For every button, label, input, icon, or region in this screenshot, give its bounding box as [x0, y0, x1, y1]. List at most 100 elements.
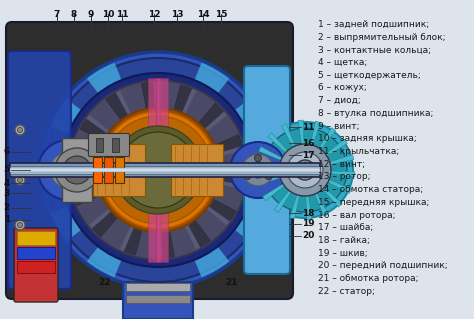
Circle shape [18, 177, 22, 182]
Text: 17: 17 [302, 151, 315, 160]
Wedge shape [87, 170, 158, 278]
Text: 14 – обмотка статора;: 14 – обмотка статора; [318, 185, 423, 194]
Circle shape [263, 128, 347, 212]
Wedge shape [158, 170, 229, 278]
Bar [93, 157, 102, 183]
Wedge shape [305, 139, 347, 170]
Wedge shape [116, 91, 158, 170]
Circle shape [46, 58, 270, 282]
Circle shape [96, 108, 220, 232]
Wedge shape [87, 63, 158, 170]
Bar [171, 174, 223, 196]
Text: 17 – шайба;: 17 – шайба; [318, 223, 373, 232]
Wedge shape [158, 170, 245, 190]
Text: 9 – винт;: 9 – винт; [318, 122, 359, 130]
Wedge shape [158, 170, 174, 258]
Wedge shape [158, 85, 192, 170]
Wedge shape [259, 146, 305, 170]
Circle shape [15, 125, 25, 135]
Wedge shape [71, 150, 158, 170]
FancyBboxPatch shape [244, 66, 290, 274]
Text: 21 – обмотка ротора;: 21 – обмотка ротора; [318, 274, 419, 283]
Circle shape [242, 154, 274, 186]
Wedge shape [305, 170, 328, 216]
FancyBboxPatch shape [8, 51, 71, 289]
Wedge shape [305, 121, 320, 170]
Bar [171, 144, 223, 166]
Circle shape [265, 173, 272, 180]
Text: 11: 11 [302, 122, 315, 131]
Text: 6 – кожух;: 6 – кожух; [318, 84, 367, 93]
Text: 22: 22 [99, 278, 111, 287]
Text: 7: 7 [54, 10, 60, 19]
Circle shape [230, 142, 286, 198]
Wedge shape [80, 119, 158, 170]
Bar [17, 261, 55, 273]
Wedge shape [255, 163, 305, 170]
Circle shape [61, 73, 255, 267]
Text: 10 – задняя крышка;: 10 – задняя крышка; [318, 134, 417, 143]
Circle shape [18, 222, 22, 227]
FancyBboxPatch shape [6, 22, 293, 299]
Wedge shape [305, 128, 336, 170]
Text: 22 – статор;: 22 – статор; [318, 287, 375, 296]
Circle shape [104, 116, 212, 224]
Bar [10, 168, 320, 172]
Text: 11 – крыльчатка;: 11 – крыльчатка; [318, 147, 399, 156]
Circle shape [244, 173, 251, 180]
Wedge shape [256, 170, 305, 185]
Wedge shape [158, 170, 236, 221]
Text: 9: 9 [88, 10, 94, 19]
Wedge shape [158, 99, 265, 170]
Bar [126, 283, 190, 291]
Text: 2: 2 [4, 204, 10, 212]
Circle shape [295, 160, 315, 180]
Circle shape [257, 122, 353, 218]
Bar [93, 144, 145, 166]
Wedge shape [50, 170, 158, 241]
Text: 8 – втулка подшипника;: 8 – втулка подшипника; [318, 109, 433, 118]
Text: 19 – шкив;: 19 – шкив; [318, 249, 368, 258]
Wedge shape [89, 170, 158, 228]
Bar [123, 282, 193, 319]
Wedge shape [141, 82, 158, 170]
Wedge shape [119, 170, 158, 251]
Text: 10: 10 [102, 10, 114, 19]
Circle shape [287, 152, 323, 188]
Text: 3 – контактные кольца;: 3 – контактные кольца; [318, 45, 431, 55]
Text: 19: 19 [302, 219, 315, 228]
Wedge shape [158, 135, 243, 170]
Bar [148, 78, 160, 262]
Text: 13 – ротор;: 13 – ротор; [318, 172, 371, 182]
Circle shape [15, 175, 25, 185]
Bar [10, 166, 320, 174]
Bar [126, 295, 190, 303]
Text: 3: 3 [4, 189, 10, 197]
Text: 12: 12 [148, 10, 160, 19]
Text: 1: 1 [4, 216, 10, 225]
Text: 5: 5 [4, 166, 10, 174]
Wedge shape [158, 170, 163, 258]
Text: 2 – выпрямительный блок;: 2 – выпрямительный блок; [318, 33, 446, 42]
Text: 5 – щеткодержатель;: 5 – щеткодержатель; [318, 71, 421, 80]
Text: 20: 20 [302, 232, 314, 241]
Circle shape [279, 144, 331, 196]
Wedge shape [158, 103, 224, 170]
Text: 4 – щетка;: 4 – щетка; [318, 58, 367, 67]
Wedge shape [87, 115, 158, 170]
Bar [112, 138, 119, 152]
FancyBboxPatch shape [89, 133, 129, 157]
Wedge shape [158, 170, 210, 247]
Wedge shape [282, 124, 305, 170]
Wedge shape [263, 170, 305, 201]
Text: 15: 15 [215, 10, 227, 19]
Text: 21: 21 [226, 278, 238, 287]
Wedge shape [92, 170, 158, 237]
Circle shape [250, 162, 266, 178]
Wedge shape [154, 82, 158, 170]
Wedge shape [268, 133, 305, 170]
Wedge shape [158, 63, 229, 170]
Wedge shape [106, 93, 158, 170]
Bar [104, 157, 113, 183]
Bar [96, 138, 103, 152]
